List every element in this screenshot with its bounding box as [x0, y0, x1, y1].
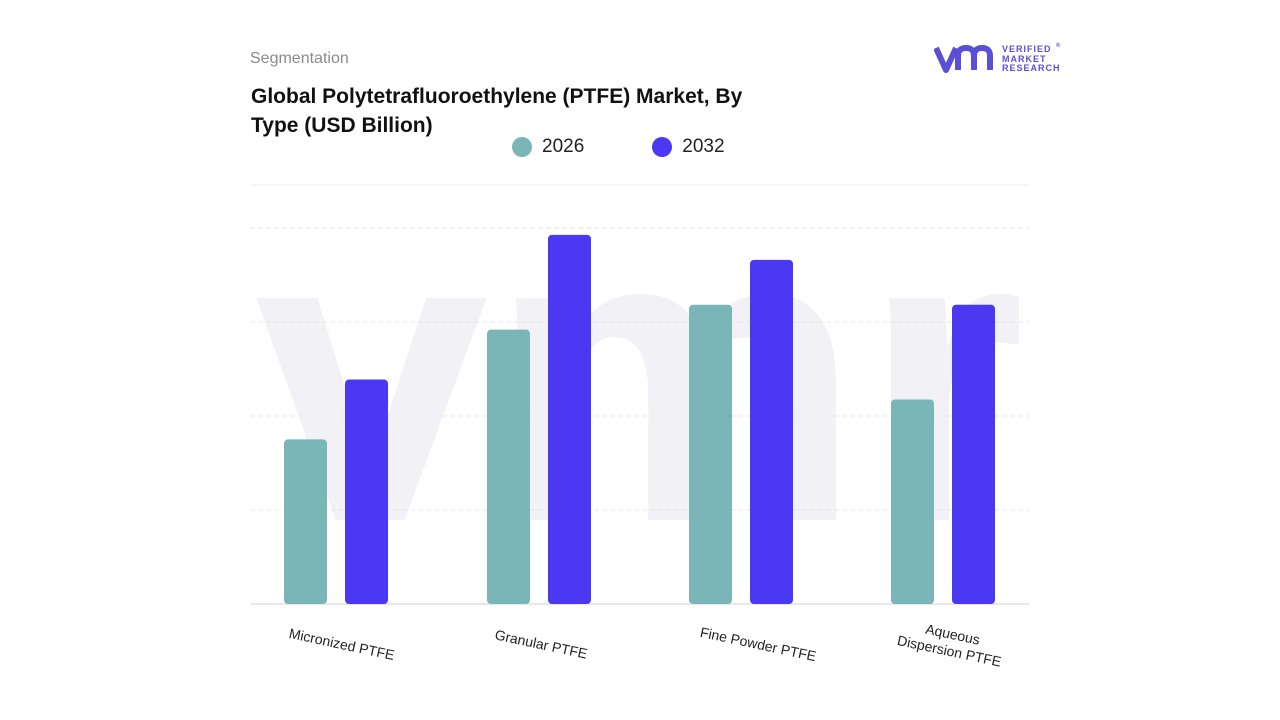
bar-2032-3	[952, 304, 995, 604]
bar-2026-1	[487, 329, 530, 604]
section-label: Segmentation	[250, 50, 349, 67]
legend-swatch-2026	[512, 137, 532, 157]
legend-swatch-2032	[652, 137, 673, 157]
legend-label-2032: 2032	[682, 136, 725, 157]
legend-item-2026: 2026	[512, 136, 584, 158]
logo-line-2: MARKET	[1002, 53, 1047, 64]
bar-2032-1	[548, 234, 591, 604]
bar-2032-0	[345, 379, 388, 604]
legend-label-2026: 2026	[542, 136, 585, 157]
chart-title: Global Polytetrafluoroethylene (PTFE) Ma…	[251, 85, 743, 137]
registered-mark: ®	[1056, 43, 1062, 49]
legend-item-2032: 2032	[652, 136, 725, 158]
bar-2032-2	[750, 259, 793, 604]
logo-line-3: RESEARCH	[1002, 63, 1061, 73]
logo-text: VERIFIED MARKET RESEARCH ®	[1002, 43, 1062, 74]
bar-2026-0	[284, 439, 327, 604]
logo-line-1: VERIFIED	[1002, 44, 1052, 54]
chart-legend: 2026 2032	[512, 136, 725, 158]
vmr-logo-icon	[934, 44, 993, 73]
bar-2026-2	[689, 304, 732, 604]
bar-2026-3	[891, 399, 934, 604]
